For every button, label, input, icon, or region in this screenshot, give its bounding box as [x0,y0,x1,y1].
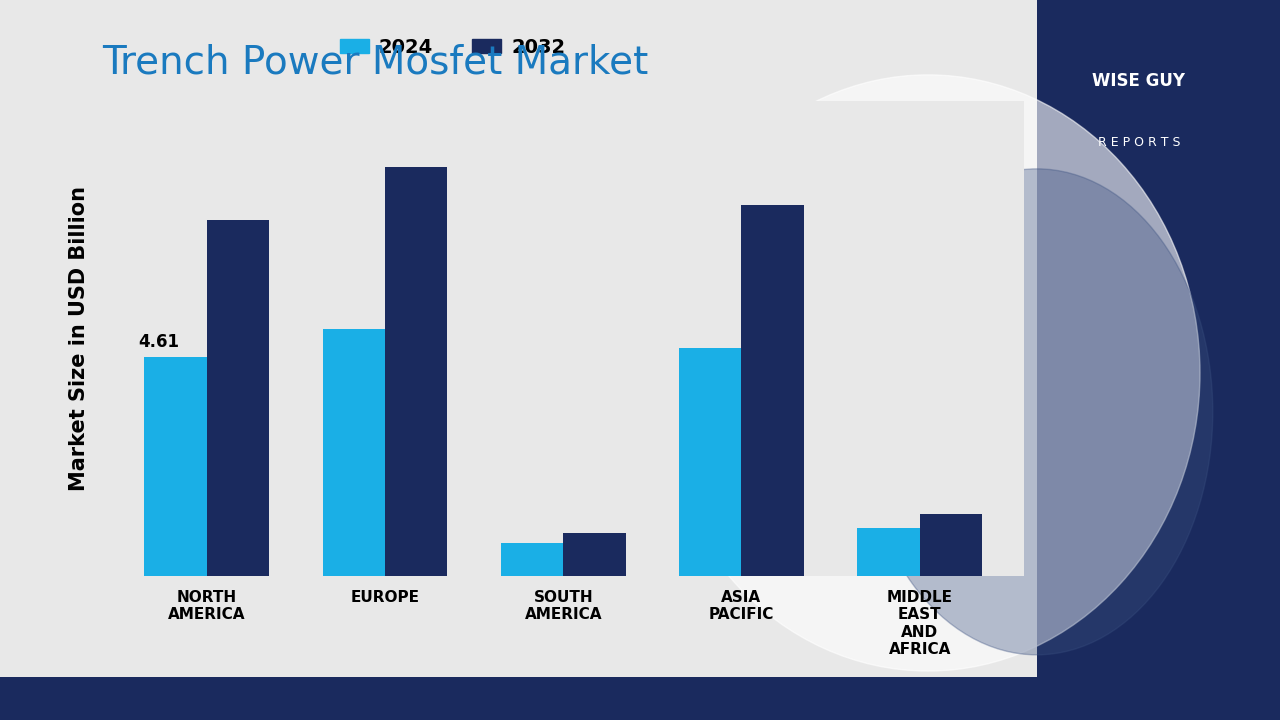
Bar [563,534,626,576]
Ellipse shape [860,169,1213,655]
Y-axis label: Market Size in USD Billion: Market Size in USD Billion [69,186,88,491]
Bar [920,514,982,576]
Text: 4.61: 4.61 [138,333,179,351]
Bar [145,357,206,576]
Text: Trench Power Mosfet Market: Trench Power Mosfet Market [102,43,649,81]
Bar [206,220,269,576]
Text: WISE GUY: WISE GUY [1092,72,1185,90]
Bar [385,167,447,576]
Bar [741,205,804,576]
Bar [323,329,385,576]
Bar [858,528,920,576]
Legend: 2024, 2032: 2024, 2032 [333,30,573,64]
Bar [500,543,563,576]
Bar [680,348,741,576]
Text: R E P O R T S: R E P O R T S [1098,135,1180,148]
Ellipse shape [657,75,1201,671]
